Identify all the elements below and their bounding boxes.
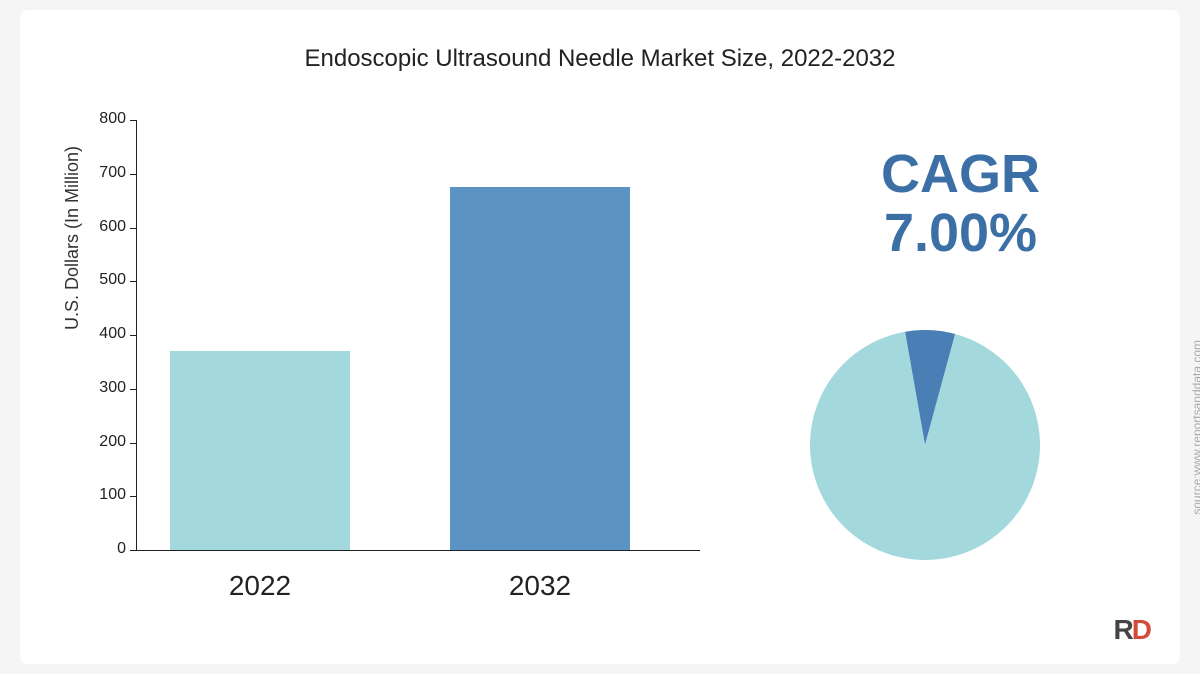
chart-title: Endoscopic Ultrasound Needle Market Size… [20, 45, 1180, 73]
x-axis-line [136, 550, 700, 551]
source-attribution: source:www.reportsanddata.com [1190, 340, 1200, 515]
y-tick-label: 800 [90, 110, 126, 128]
cagr-line2: 7.00% [881, 204, 1040, 263]
y-tick-label: 400 [90, 325, 126, 343]
y-tick-label: 300 [90, 379, 126, 397]
logo-d: D [1132, 614, 1150, 645]
chart-card: Endoscopic Ultrasound Needle Market Size… [20, 10, 1180, 664]
y-tick-label: 200 [90, 433, 126, 451]
pie-chart [810, 330, 1040, 560]
y-tick-label: 600 [90, 218, 126, 236]
y-tick-label: 100 [90, 486, 126, 504]
cagr-line1: CAGR [881, 145, 1040, 204]
brand-logo: RD [1114, 614, 1150, 646]
bar [170, 351, 350, 550]
bar [450, 187, 630, 550]
cagr-text: CAGR 7.00% [881, 145, 1040, 264]
y-tick-label: 0 [90, 540, 126, 558]
logo-r: R [1114, 614, 1132, 645]
y-tick-label: 500 [90, 271, 126, 289]
y-tick-label: 700 [90, 164, 126, 182]
x-axis-label: 2032 [450, 570, 630, 602]
y-axis-label: U.S. Dollars (In Million) [62, 146, 83, 330]
x-axis-label: 2022 [170, 570, 350, 602]
bar-chart-area [130, 120, 700, 550]
